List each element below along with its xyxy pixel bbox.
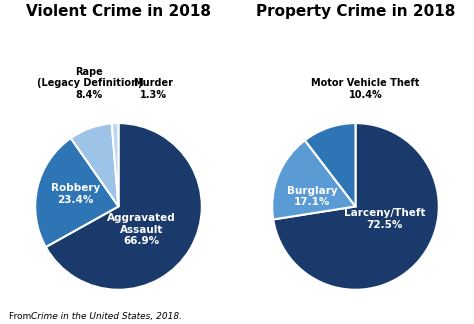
Text: Motor Vehicle Theft
10.4%: Motor Vehicle Theft 10.4% (311, 78, 419, 100)
Wedge shape (46, 123, 202, 290)
Text: Rape
(Legacy Definition)
8.4%: Rape (Legacy Definition) 8.4% (36, 67, 142, 100)
Wedge shape (272, 140, 356, 219)
Wedge shape (71, 123, 118, 206)
Text: Aggravated
Assault
66.9%: Aggravated Assault 66.9% (108, 213, 176, 246)
Wedge shape (35, 138, 118, 247)
Text: Robbery
23.4%: Robbery 23.4% (51, 183, 100, 205)
Title: Violent Crime in 2018: Violent Crime in 2018 (26, 4, 211, 19)
Text: Murder
1.3%: Murder 1.3% (134, 78, 173, 100)
Wedge shape (273, 123, 439, 290)
Text: From: From (9, 312, 35, 321)
Wedge shape (305, 123, 356, 206)
Text: Burglary
17.1%: Burglary 17.1% (287, 186, 337, 207)
Wedge shape (112, 123, 118, 206)
Text: Crime in the United States, 2018.: Crime in the United States, 2018. (31, 312, 182, 321)
Title: Property Crime in 2018: Property Crime in 2018 (256, 4, 455, 19)
Text: Larceny/Theft
72.5%: Larceny/Theft 72.5% (344, 208, 425, 230)
